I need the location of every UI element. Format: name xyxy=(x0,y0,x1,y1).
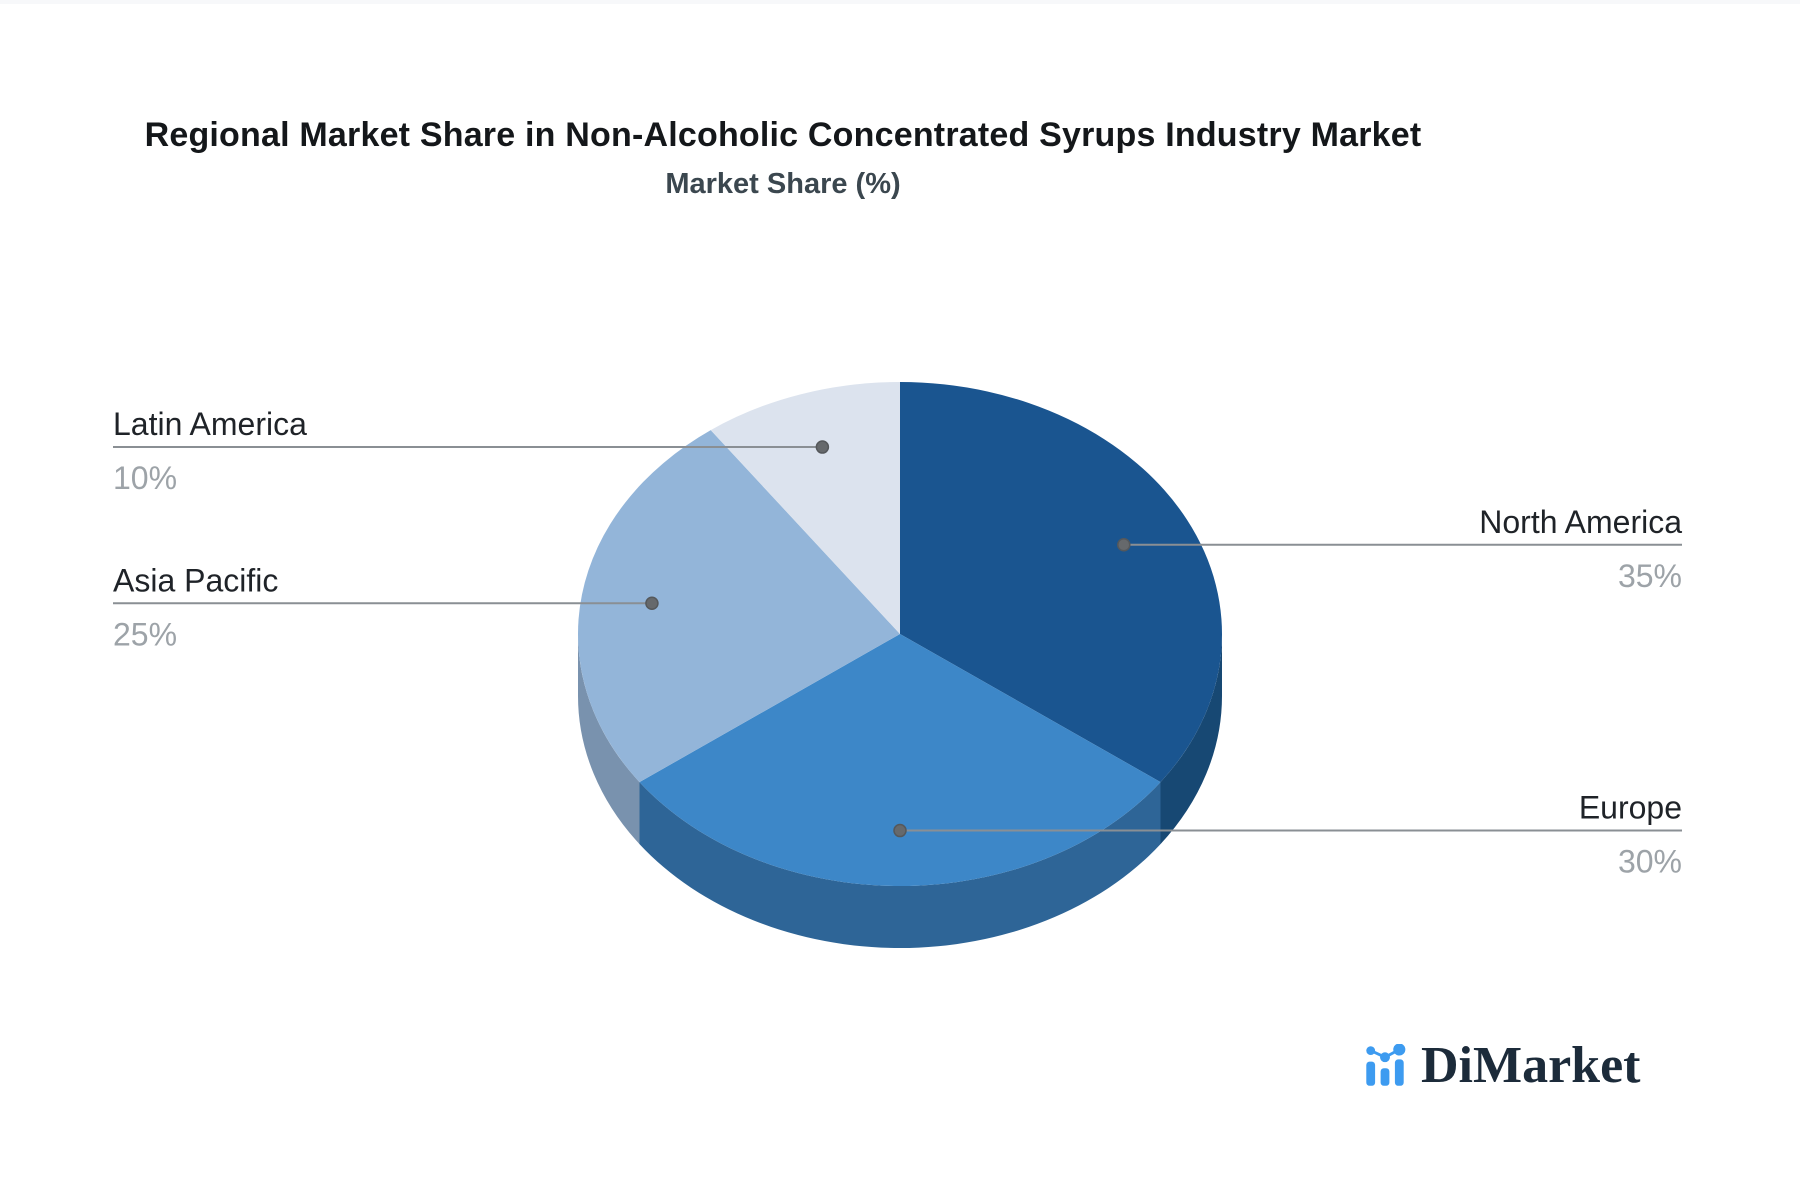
chart-title: Regional Market Share in Non-Alcoholic C… xyxy=(144,116,1422,154)
top-strip xyxy=(0,0,1800,4)
pie-slice-asia-pacific[interactable] xyxy=(578,430,900,783)
slice-label-value: 30% xyxy=(1618,844,1682,880)
bar-line-chart-icon xyxy=(1366,1044,1406,1086)
slice-label-name: Asia Pacific xyxy=(113,562,278,598)
label-asia-pacific: Asia Pacific 25% xyxy=(113,562,659,652)
slice-label-value: 25% xyxy=(113,616,177,652)
slice-label-name: North America xyxy=(1479,504,1682,540)
leader-dot xyxy=(815,440,830,454)
pie-slice-europe[interactable] xyxy=(639,634,1161,887)
label-latin-america: Latin America 10% xyxy=(113,406,830,496)
chart-subtitle: Market Share (%) xyxy=(665,168,901,200)
leader-dot xyxy=(893,823,907,838)
pie-labels: North America 35% Europe 30% Asia Pacifi… xyxy=(113,406,1682,880)
slice-label-value: 10% xyxy=(113,460,177,496)
pie-slice-north-america[interactable] xyxy=(900,382,1222,783)
dimarket-wordmark: DiMarket xyxy=(1421,1037,1641,1094)
label-north-america: North America 35% xyxy=(1117,504,1682,594)
slice-label-name: Latin America xyxy=(113,406,307,442)
slice-label-name: Europe xyxy=(1579,790,1682,826)
leader-dot xyxy=(645,596,659,611)
pie-rim-north-america xyxy=(1160,634,1222,845)
pie-3d-rim xyxy=(578,634,1222,948)
pie-top-faces xyxy=(578,382,1222,887)
label-europe: Europe 30% xyxy=(893,790,1682,880)
leader-dot xyxy=(1117,538,1131,552)
slice-label-value: 35% xyxy=(1618,558,1682,594)
dimarket-logo: DiMarket xyxy=(1363,1040,1640,1092)
pie-rim-europe xyxy=(639,782,1161,948)
pie-rim-asia-pacific xyxy=(578,634,640,845)
pie-slice-latin-america[interactable] xyxy=(710,382,900,634)
